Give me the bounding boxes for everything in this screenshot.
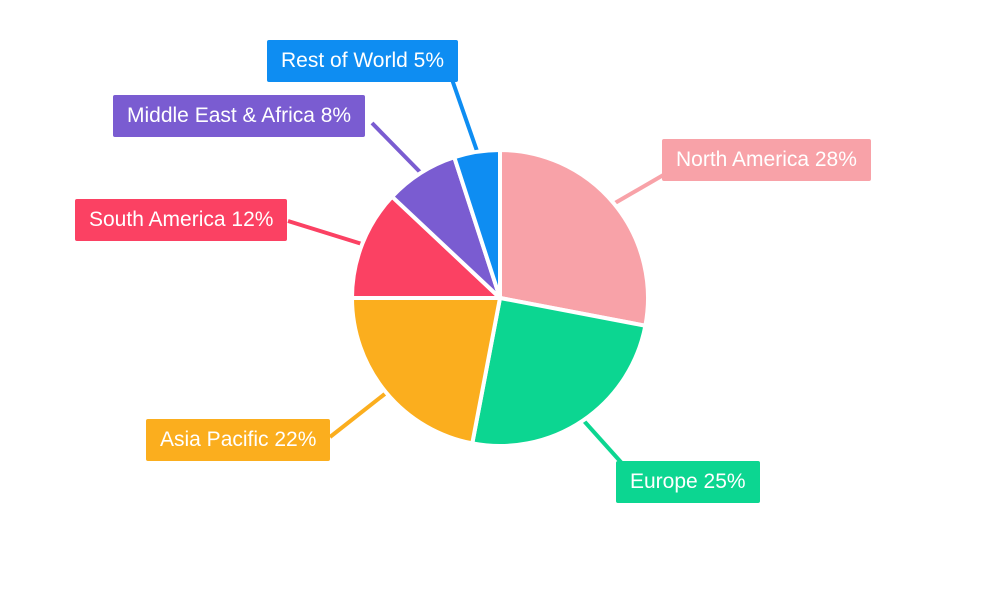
pie-slice-north-america bbox=[498, 147, 650, 329]
pie-label-europe: Europe 25% bbox=[616, 461, 760, 504]
pie-slice-europe bbox=[469, 295, 648, 448]
pie-slices bbox=[349, 147, 650, 448]
leader-line-south-america bbox=[287, 219, 363, 246]
pie-slice-south-america bbox=[349, 193, 506, 300]
pie-label-middle-east-africa: Middle East & Africa 8% bbox=[113, 95, 366, 138]
leader-line-middle-east-africa bbox=[370, 121, 422, 174]
pie-slice-rest-of-world bbox=[451, 147, 502, 299]
pie-label-asia-pacific: Asia Pacific 22% bbox=[146, 419, 331, 462]
pie-label-north-america: North America 28% bbox=[662, 139, 871, 182]
pie-label-rest-of-world: Rest of World 5% bbox=[267, 40, 459, 83]
pie-slice-asia-pacific bbox=[349, 296, 503, 446]
pie-label-south-america: South America 12% bbox=[75, 199, 288, 242]
leader-line-asia-pacific bbox=[328, 391, 388, 439]
